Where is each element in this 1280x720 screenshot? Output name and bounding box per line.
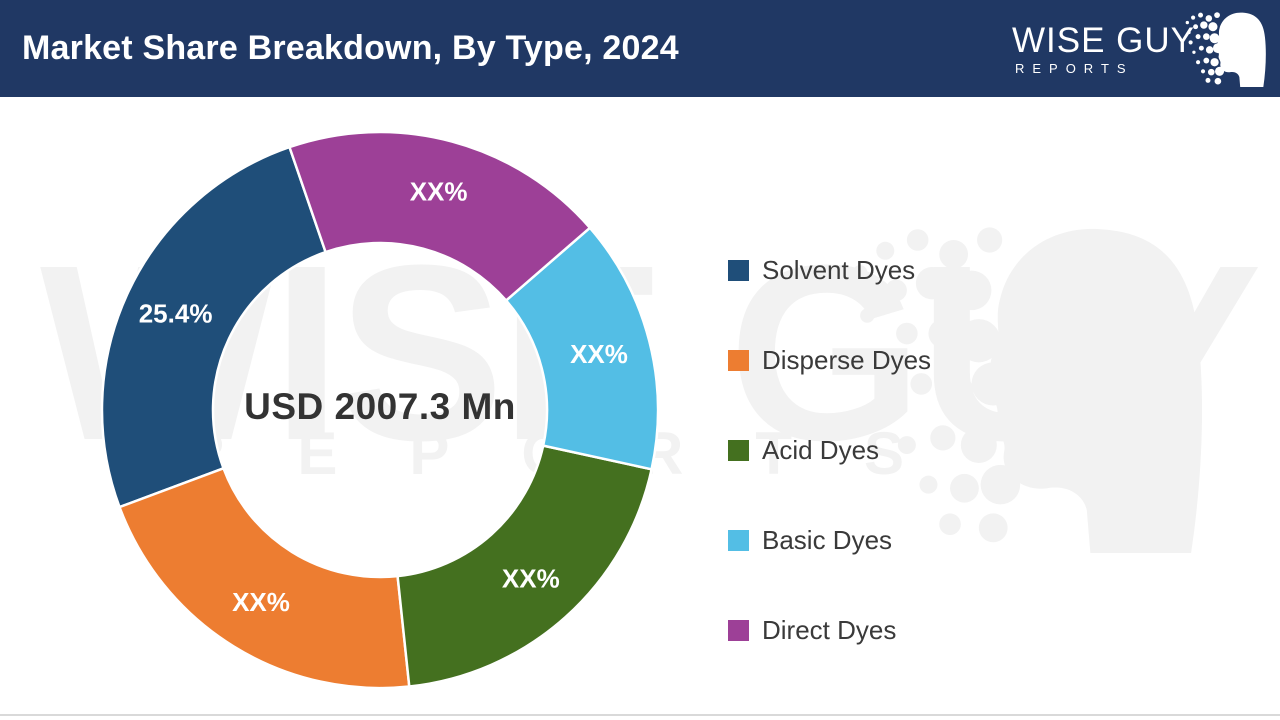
logo-subtext: REPORTS — [1014, 61, 1134, 76]
donut-segment-solvent-dyes — [100, 145, 327, 509]
page-title: Market Share Breakdown, By Type, 2024 — [22, 29, 679, 67]
legend-swatch — [728, 259, 749, 281]
segment-value-label: XX% — [502, 563, 560, 593]
watermark-face-icon — [852, 227, 1202, 553]
legend-item-solvent-dyes: Solvent Dyes — [728, 255, 931, 285]
logo-text: WISE GUY REPORTS — [1012, 23, 1195, 75]
segment-value-label: XX% — [232, 587, 290, 617]
legend-label: Solvent Dyes — [762, 255, 916, 285]
legend-item-acid-dyes: Acid Dyes — [728, 435, 931, 465]
wiseguy-logo: WISE GUY REPORTS — [1012, 6, 1266, 92]
chart-legend: Solvent Dyes Disperse Dyes Acid Dyes Bas… — [728, 255, 932, 708]
legend-swatch — [728, 349, 749, 371]
legend-item-disperse-dyes: Disperse Dyes — [728, 345, 932, 375]
donut-segment-disperse-dyes — [118, 467, 411, 690]
segment-value-label: 25.4% — [139, 299, 213, 329]
bottom-divider — [0, 714, 1280, 716]
segment-value-label: XX% — [410, 177, 468, 207]
header-banner: Market Share Breakdown, By Type, 2024 WI… — [0, 0, 1280, 97]
legend-swatch — [728, 529, 749, 551]
logo-face-icon — [1185, 12, 1266, 87]
legend-label: Acid Dyes — [762, 435, 880, 465]
logo-wordmark: WISE GUY — [1011, 21, 1195, 60]
legend-swatch — [728, 619, 749, 641]
donut-center-value: USD 2007.3 Mn — [244, 386, 516, 427]
legend-label: Disperse Dyes — [762, 345, 932, 375]
donut-segment-direct-dyes — [288, 130, 592, 302]
segment-value-label: XX% — [570, 339, 628, 369]
donut-chart: 25.4% XX% XX% XX% XX% — [100, 130, 660, 690]
legend-swatch — [728, 439, 749, 461]
legend-label: Basic Dyes — [762, 525, 893, 555]
legend-item-basic-dyes: Basic Dyes — [728, 525, 931, 555]
donut-segment-acid-dyes — [396, 444, 653, 688]
legend-label: Direct Dyes — [762, 615, 897, 645]
legend-item-direct-dyes: Direct Dyes — [728, 615, 931, 645]
